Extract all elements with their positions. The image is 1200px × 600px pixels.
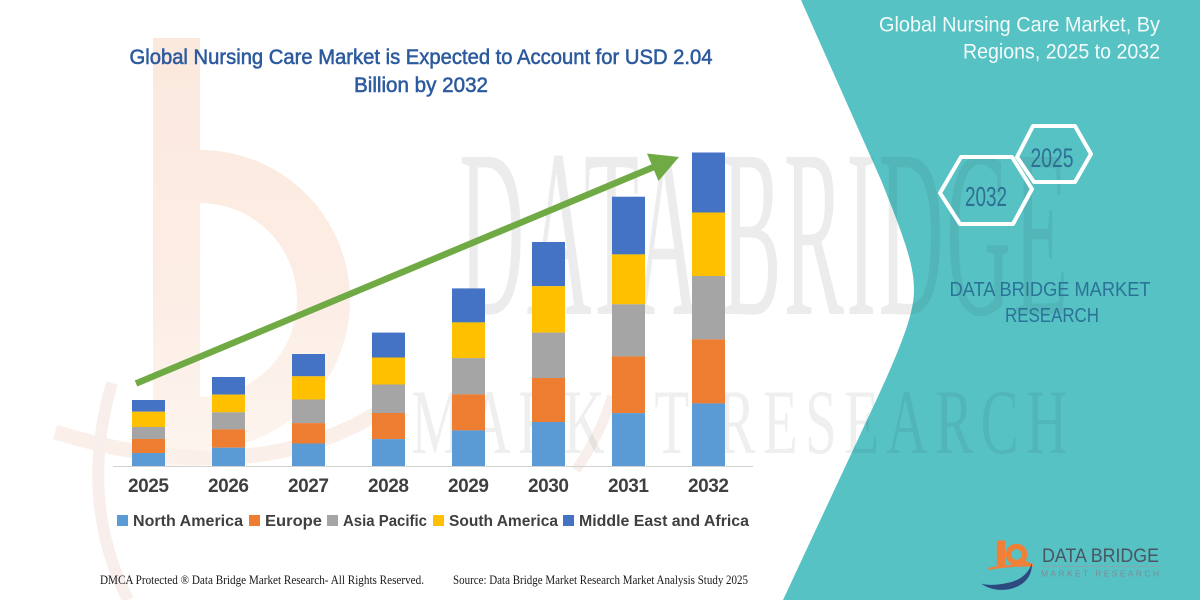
svg-text:Asia Pacific: Asia Pacific	[343, 513, 427, 530]
svg-text:M A R K E T R E S E A R C H: M A R K E T R E S E A R C H	[1041, 570, 1159, 579]
svg-text:2030: 2030	[528, 476, 569, 497]
svg-text:2025: 2025	[1031, 143, 1074, 173]
svg-text:2031: 2031	[608, 476, 649, 497]
svg-text:2029: 2029	[448, 476, 489, 497]
svg-text:2032: 2032	[688, 476, 729, 497]
svg-text:Middle East and Africa: Middle East and Africa	[579, 513, 749, 530]
svg-text:Global Nursing Care Market, By: Global Nursing Care Market, By	[879, 14, 1160, 37]
svg-text:Europe: Europe	[265, 513, 322, 530]
svg-text:RESEARCH: RESEARCH	[1005, 305, 1099, 327]
svg-text:Billion by 2032: Billion by 2032	[354, 73, 488, 97]
svg-text:South America: South America	[449, 513, 558, 530]
svg-text:2032: 2032	[965, 181, 1007, 212]
svg-text:DMCA Protected ® Data Bridge M: DMCA Protected ® Data Bridge Market Rese…	[100, 573, 424, 587]
svg-text:Global Nursing Care Market is: Global Nursing Care Market is Expected t…	[130, 45, 713, 69]
svg-text:DATA BRIDGE: DATA BRIDGE	[1042, 546, 1159, 567]
svg-text:2028: 2028	[368, 476, 409, 497]
svg-text:Regions, 2025 to 2032: Regions, 2025 to 2032	[963, 41, 1160, 64]
svg-text:DATA BRIDGE MARKET: DATA BRIDGE MARKET	[950, 279, 1151, 301]
svg-text:2025: 2025	[128, 476, 169, 497]
svg-text:North America: North America	[133, 513, 243, 530]
svg-text:2027: 2027	[288, 476, 329, 497]
svg-text:2026: 2026	[208, 476, 249, 497]
svg-text:Source: Data Bridge Market Res: Source: Data Bridge Market Research Mark…	[453, 573, 748, 587]
svg-text:MARKET RESEARCH: MARKET RESEARCH	[411, 371, 1075, 473]
